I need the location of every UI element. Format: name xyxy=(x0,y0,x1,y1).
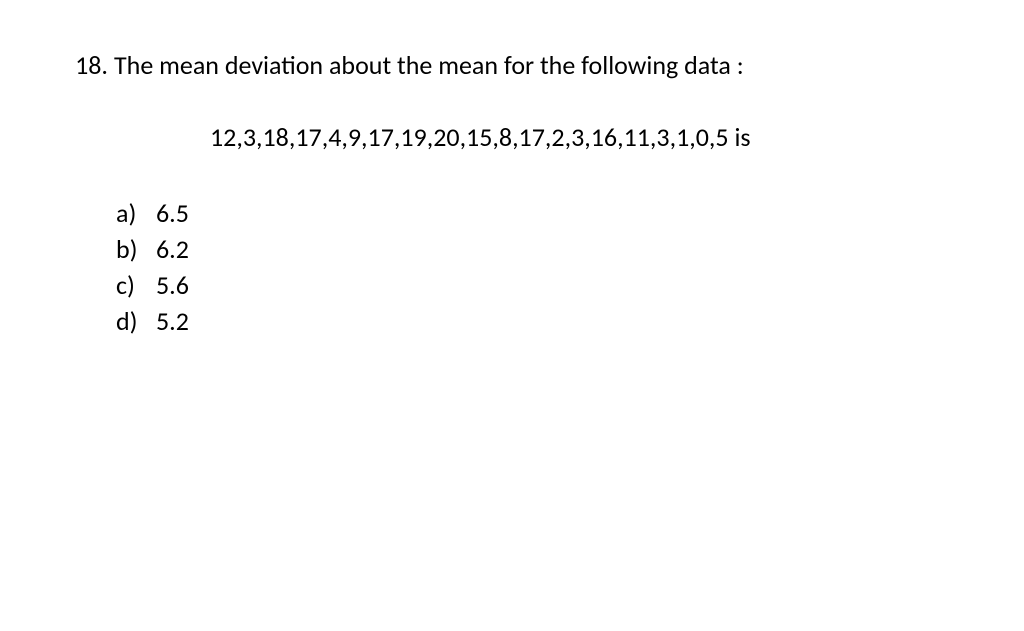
option-c[interactable]: c) 5.6 xyxy=(116,269,984,301)
question-page: 18. The mean deviation about the mean fo… xyxy=(0,0,1024,631)
option-letter: d) xyxy=(116,305,156,337)
question-row: 18. The mean deviation about the mean fo… xyxy=(60,48,984,83)
option-value: 6.5 xyxy=(156,197,189,229)
option-letter: a) xyxy=(116,197,156,229)
option-letter: b) xyxy=(116,233,156,265)
option-value: 6.2 xyxy=(156,233,189,265)
question-text: The mean deviation about the mean for th… xyxy=(114,48,984,83)
question-number: 18. xyxy=(60,48,114,83)
option-d[interactable]: d) 5.2 xyxy=(116,305,984,337)
option-b[interactable]: b) 6.2 xyxy=(116,233,984,265)
option-value: 5.2 xyxy=(156,305,189,337)
option-a[interactable]: a) 6.5 xyxy=(116,197,984,229)
option-value: 5.6 xyxy=(156,269,189,301)
option-letter: c) xyxy=(116,269,156,301)
options-list: a) 6.5 b) 6.2 c) 5.6 d) 5.2 xyxy=(116,197,984,337)
question-data-line: 12,3,18,17,4,9,17,19,20,15,8,17,2,3,16,1… xyxy=(210,121,984,153)
